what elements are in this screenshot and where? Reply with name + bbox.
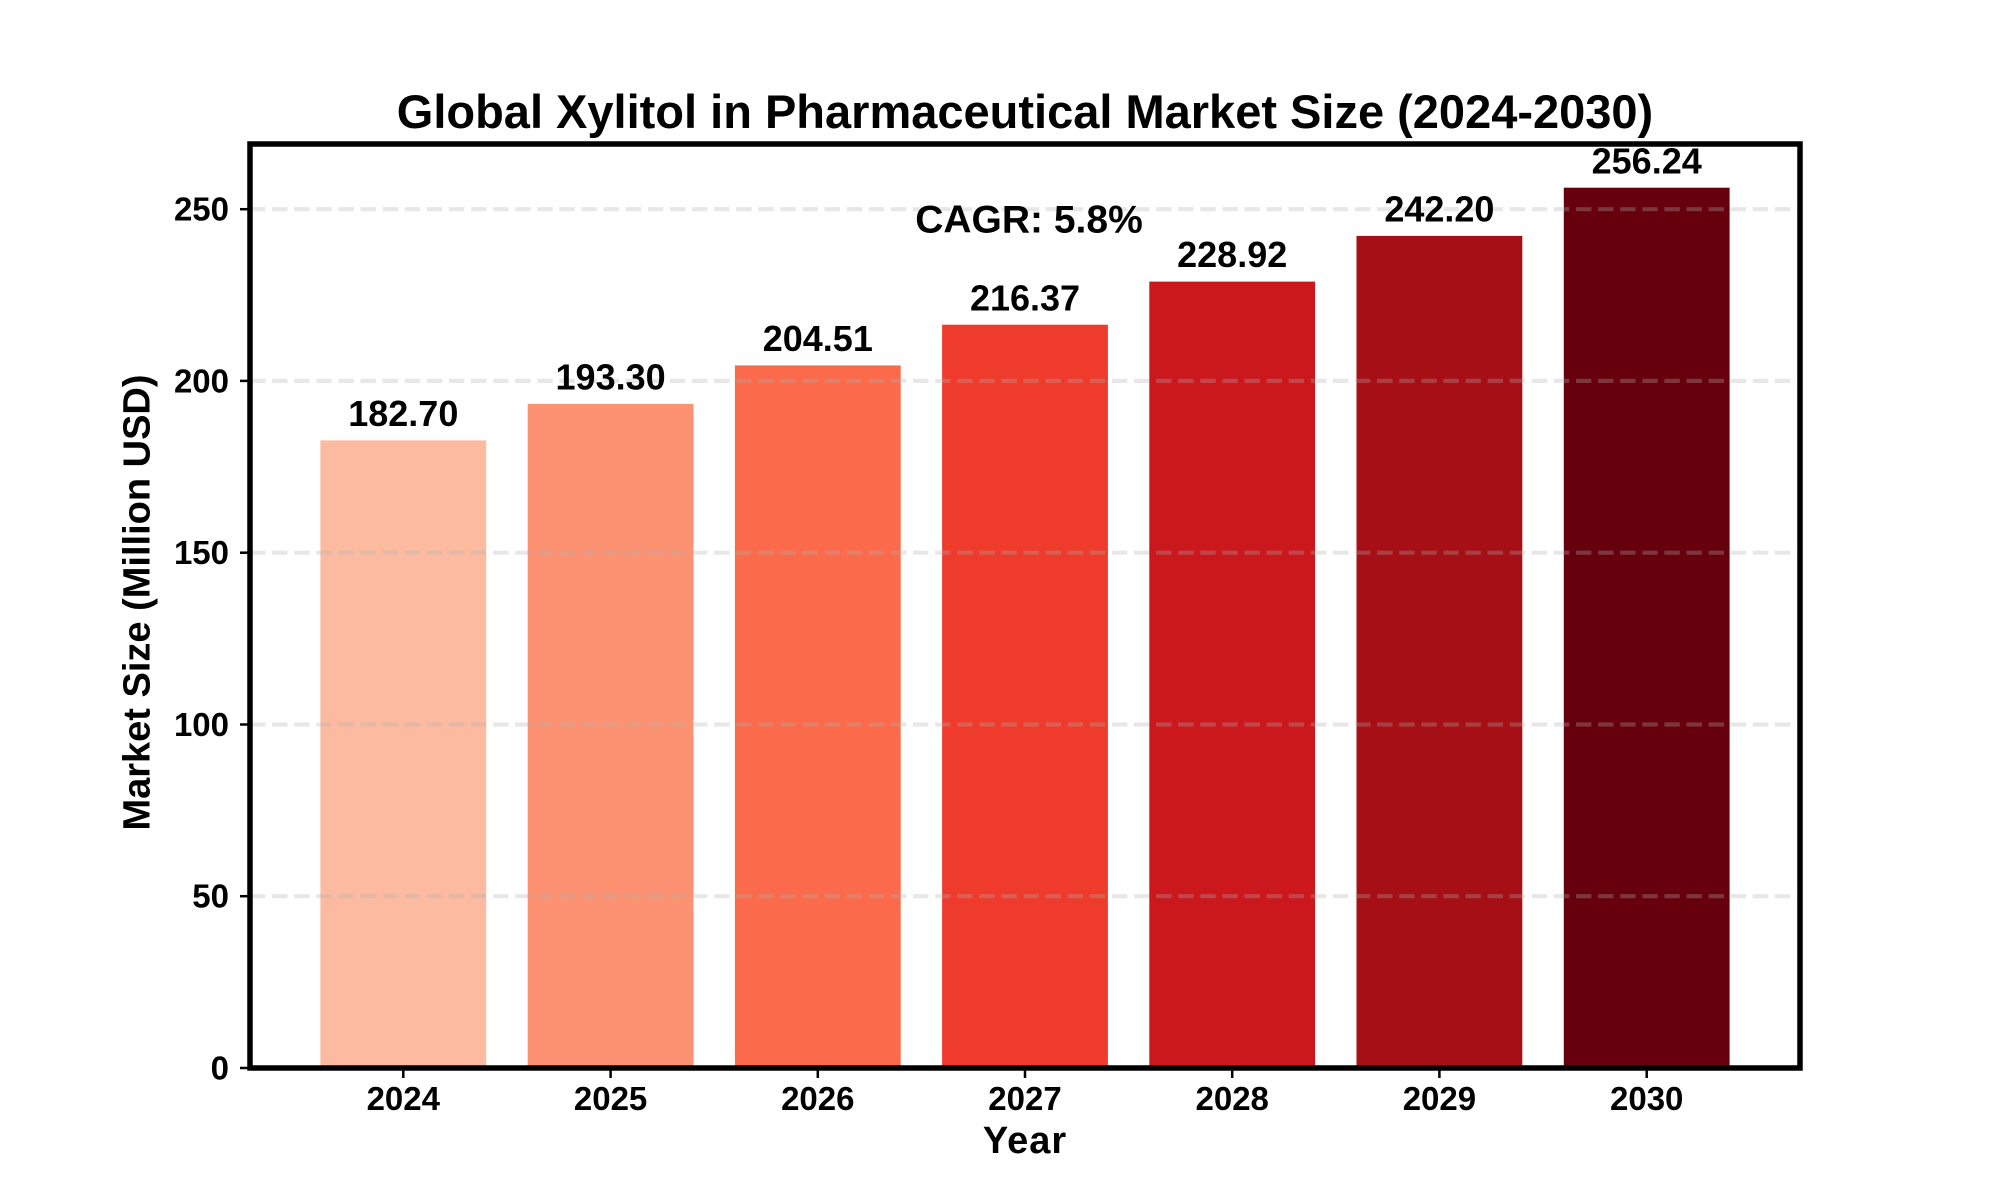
svg-text:Market Size (Million USD): Market Size (Million USD): [117, 374, 159, 830]
svg-text:2024: 2024: [367, 1080, 441, 1117]
svg-text:216.37: 216.37: [970, 277, 1080, 318]
svg-text:2025: 2025: [574, 1080, 647, 1117]
svg-text:150: 150: [174, 534, 229, 571]
svg-text:256.24: 256.24: [1592, 140, 1702, 181]
svg-text:200: 200: [174, 362, 229, 399]
svg-text:2028: 2028: [1195, 1080, 1268, 1117]
svg-text:242.20: 242.20: [1384, 189, 1494, 230]
svg-text:2027: 2027: [988, 1080, 1061, 1117]
svg-text:Year: Year: [983, 1120, 1067, 1162]
svg-text:228.92: 228.92: [1177, 234, 1287, 275]
svg-text:2029: 2029: [1403, 1080, 1476, 1117]
svg-text:0: 0: [211, 1049, 229, 1086]
svg-text:2030: 2030: [1610, 1080, 1683, 1117]
svg-text:100: 100: [174, 706, 229, 743]
svg-text:2026: 2026: [781, 1080, 854, 1117]
svg-text:182.70: 182.70: [348, 393, 458, 434]
svg-text:50: 50: [192, 878, 229, 915]
svg-text:250: 250: [174, 191, 229, 228]
svg-text:204.51: 204.51: [763, 318, 873, 359]
svg-text:193.30: 193.30: [556, 357, 666, 398]
svg-text:Global Xylitol in Pharmaceutic: Global Xylitol in Pharmaceutical Market …: [397, 85, 1653, 138]
svg-text:CAGR: 5.8%: CAGR: 5.8%: [915, 199, 1143, 242]
